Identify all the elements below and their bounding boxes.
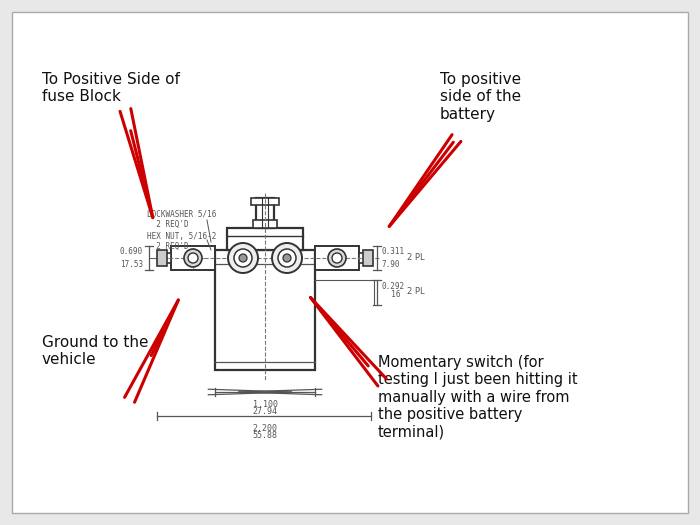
- Circle shape: [328, 249, 346, 267]
- Circle shape: [278, 249, 296, 267]
- Circle shape: [283, 254, 291, 262]
- Text: 0.311: 0.311: [382, 247, 405, 256]
- Text: 17.53: 17.53: [120, 260, 143, 269]
- Bar: [163, 253, 171, 263]
- Text: 2 REQ'D: 2 REQ'D: [147, 219, 188, 228]
- Circle shape: [234, 249, 252, 267]
- Circle shape: [272, 243, 302, 273]
- Circle shape: [184, 249, 202, 267]
- Text: Momentary switch (for
testing I just been hitting it
manually with a wire from
t: Momentary switch (for testing I just bee…: [378, 355, 578, 439]
- Text: 16: 16: [382, 290, 400, 299]
- Bar: [363, 250, 373, 266]
- Text: 0.292: 0.292: [382, 282, 405, 291]
- Circle shape: [332, 253, 342, 263]
- Text: 55.88: 55.88: [253, 431, 277, 440]
- Text: 0.690: 0.690: [120, 247, 143, 256]
- Text: To positive
side of the
battery: To positive side of the battery: [440, 72, 521, 122]
- Text: 27.94: 27.94: [253, 407, 277, 416]
- Text: 2 REQ'D: 2 REQ'D: [147, 242, 188, 250]
- Bar: [251, 198, 279, 205]
- Bar: [253, 220, 277, 228]
- Text: 2 PL: 2 PL: [407, 288, 425, 297]
- Text: LOCKWASHER 5/16: LOCKWASHER 5/16: [147, 209, 216, 218]
- Bar: [315, 246, 359, 270]
- Text: Ground to the
vehicle: Ground to the vehicle: [42, 335, 148, 367]
- Text: 2.200: 2.200: [253, 424, 277, 433]
- Text: 2 PL: 2 PL: [407, 254, 425, 262]
- Bar: [256, 198, 274, 228]
- Text: 1.100: 1.100: [253, 400, 277, 409]
- Bar: [359, 253, 367, 263]
- Text: 7.90: 7.90: [382, 260, 400, 269]
- Bar: [157, 250, 167, 266]
- Bar: [171, 246, 215, 270]
- Text: HEX NUT, 5/16-2: HEX NUT, 5/16-2: [147, 232, 216, 240]
- Circle shape: [188, 253, 198, 263]
- Bar: [215, 250, 315, 370]
- Text: To Positive Side of
fuse Block: To Positive Side of fuse Block: [42, 72, 180, 104]
- Circle shape: [239, 254, 247, 262]
- Circle shape: [228, 243, 258, 273]
- Bar: [227, 228, 303, 250]
